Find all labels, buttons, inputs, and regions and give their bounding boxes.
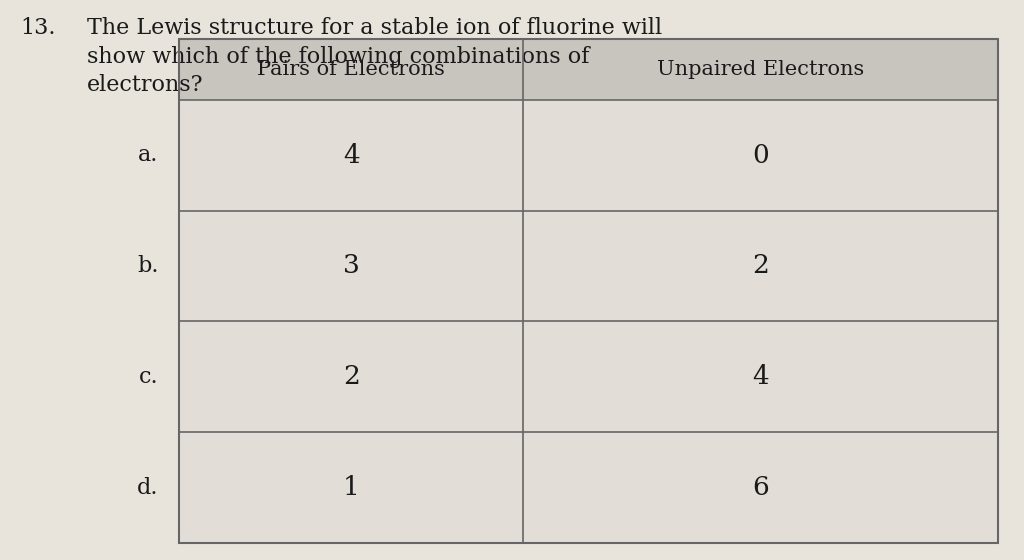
- Text: Pairs of Electrons: Pairs of Electrons: [257, 60, 445, 79]
- Text: c.: c.: [139, 366, 159, 388]
- Text: 4: 4: [343, 143, 359, 167]
- Text: 0: 0: [753, 143, 769, 167]
- Text: d.: d.: [137, 477, 159, 499]
- Bar: [179, 321, 998, 432]
- Text: 1: 1: [343, 475, 359, 500]
- Bar: [179, 432, 998, 543]
- Text: 2: 2: [753, 254, 769, 278]
- Text: 4: 4: [753, 365, 769, 389]
- Text: The Lewis structure for a stable ion of fluorine will
show which of the followin: The Lewis structure for a stable ion of …: [87, 17, 663, 96]
- Bar: [179, 211, 998, 321]
- Text: b.: b.: [137, 255, 159, 277]
- Bar: [179, 39, 998, 543]
- Bar: [179, 100, 998, 211]
- Text: 6: 6: [753, 475, 769, 500]
- Text: 3: 3: [343, 254, 359, 278]
- Text: Unpaired Electrons: Unpaired Electrons: [657, 60, 864, 79]
- Text: a.: a.: [138, 144, 159, 166]
- Text: 2: 2: [343, 365, 359, 389]
- Bar: [179, 39, 998, 100]
- Text: 13.: 13.: [20, 17, 56, 39]
